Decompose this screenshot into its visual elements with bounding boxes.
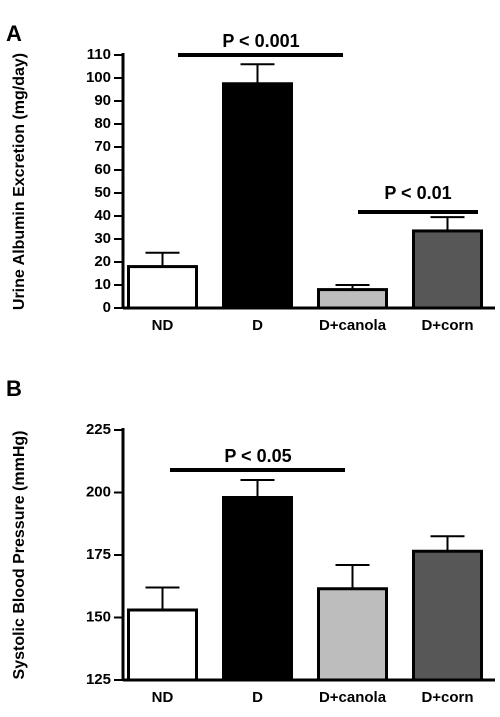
x-tick-label: D+corn [421,317,473,334]
y-tick-label: 200 [86,483,111,500]
y-tick-label: 175 [86,546,111,563]
y-tick-label: 150 [86,608,111,625]
x-tick-label: D [252,689,263,706]
y-tick-label: 60 [94,161,111,178]
x-tick-label: D [252,317,263,334]
bar [127,608,198,682]
y-tick-label: 30 [94,230,111,247]
bar [222,496,293,682]
y-axis-label: Urine Albumin Excretion (mg/day) [11,53,28,310]
bar [412,549,483,682]
y-tick-label: 110 [87,46,111,63]
y-tick-label: 90 [94,92,111,109]
y-tick-label: 10 [94,276,111,293]
x-tick-label: D+corn [421,689,473,706]
y-tick-label: 225 [86,421,111,438]
y-axis-label: Systolic Blood Pressure (mmHg) [11,431,28,680]
y-tick-label: 70 [94,138,111,155]
y-tick-label: 80 [94,115,111,132]
x-tick-label: ND [152,317,174,334]
annotation: P < 0.001 [222,31,299,51]
bar [127,265,198,310]
x-tick-label: ND [152,689,174,706]
panel-label: A [6,21,22,46]
bar [317,288,388,310]
x-tick-label: D+canola [319,689,387,706]
panel-label: B [6,376,22,401]
y-tick-label: 0 [103,299,111,316]
y-tick-label: 100 [86,69,111,86]
x-tick-label: D+canola [319,317,387,334]
y-tick-label: 50 [94,184,111,201]
bar [412,229,483,310]
y-tick-label: 20 [94,253,111,270]
y-tick-label: 40 [94,207,111,224]
annotation: P < 0.01 [384,183,451,203]
bar [317,587,388,682]
annotation: P < 0.05 [224,446,291,466]
bar [222,82,293,310]
y-tick-label: 125 [86,671,111,688]
